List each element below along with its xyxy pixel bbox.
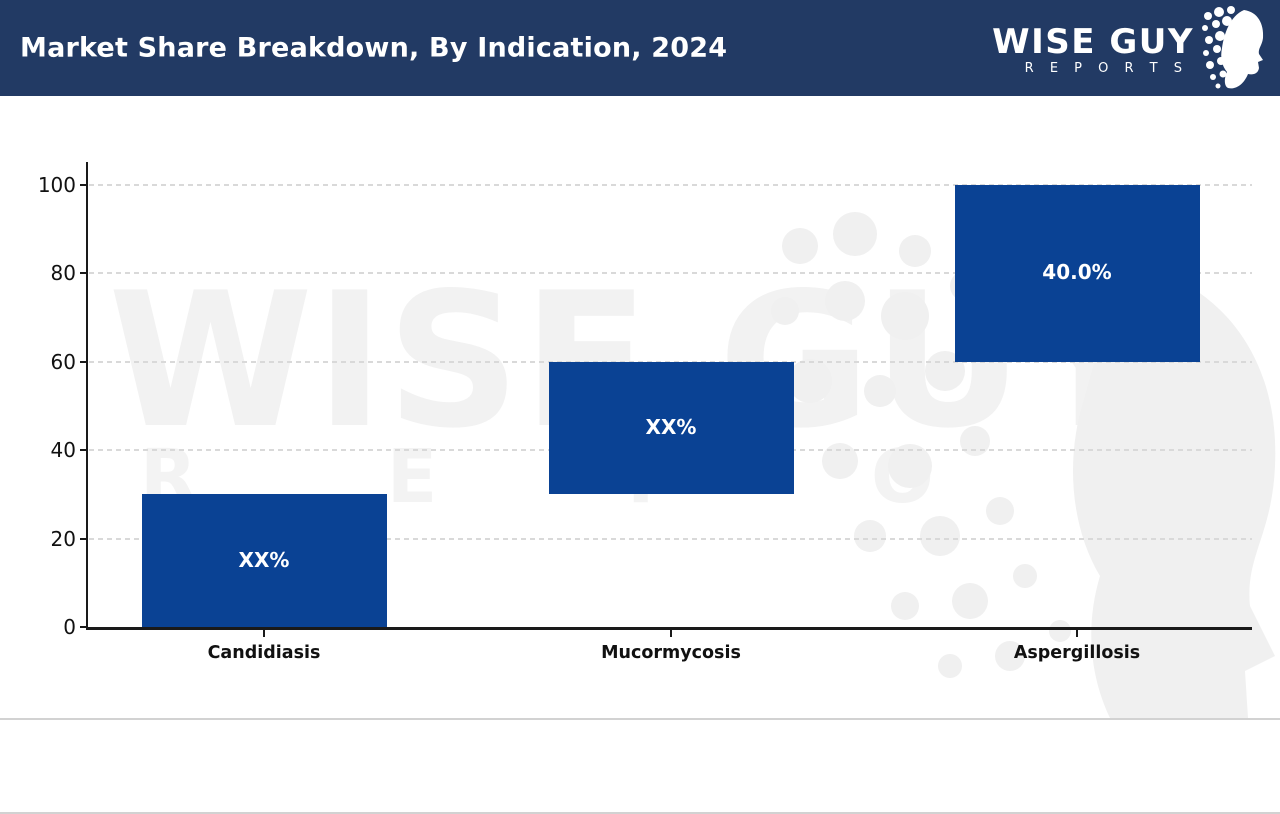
page-title: Market Share Breakdown, By Indication, 2… [20,33,727,64]
logo-face-dots-icon [1200,6,1266,92]
y-axis-tick-label: 80 [16,263,76,283]
x-axis-tick [1076,629,1078,637]
wise-guy-logo: WISE GUY R E P O R T S [1010,4,1266,92]
y-axis-tick-label: 0 [16,617,76,637]
x-axis-category-label: Aspergillosis [1014,643,1140,663]
chart-canvas: WISE GUY R E P O R T S [0,96,1280,718]
logo-subtext: R E P O R T S [1025,61,1188,76]
header-banner: Market Share Breakdown, By Indication, 2… [0,0,1280,96]
x-axis-category-label: Candidiasis [208,643,321,663]
y-axis-tick-label: 40 [16,440,76,460]
y-axis-tick-label: 100 [16,175,76,195]
y-axis-tick-label: 20 [16,529,76,549]
x-axis-tick [670,629,672,637]
y-axis-line [86,162,88,629]
bar-value-label: XX% [142,548,387,572]
y-axis-tick-label: 60 [16,352,76,372]
bar-value-label: 40.0% [955,260,1200,284]
bar-value-label: XX% [549,415,794,439]
x-axis-tick [263,629,265,637]
x-axis-category-label: Mucormycosis [601,643,741,663]
logo-wordmark: WISE GUY [992,22,1194,62]
